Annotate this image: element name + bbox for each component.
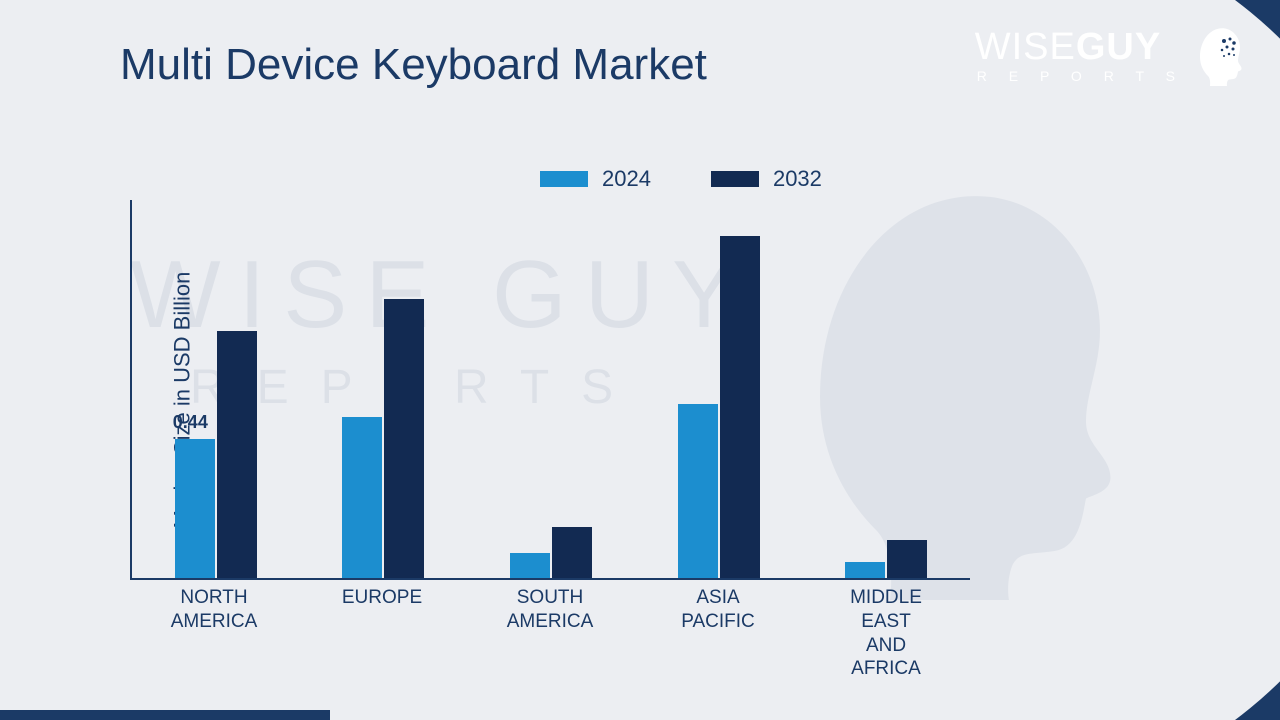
logo-head-icon: [1190, 26, 1250, 86]
legend-swatch-2024: [540, 171, 588, 187]
bar-2024: [845, 562, 885, 578]
legend: 2024 2032: [540, 166, 822, 192]
bar-group: 0.44: [175, 331, 257, 578]
chart-plot: 0.44: [130, 200, 970, 580]
bar-groups: 0.44: [132, 200, 970, 578]
bottom-strip: [0, 710, 330, 720]
legend-label-2024: 2024: [602, 166, 651, 192]
bar-group: [678, 236, 760, 578]
x-axis-label: EUROPE: [302, 586, 462, 681]
bar-2024: [510, 553, 550, 578]
bar-group: [510, 527, 592, 578]
bar-group: [342, 299, 424, 578]
x-axis-label: SOUTHAMERICA: [470, 586, 630, 681]
x-axis-labels: NORTHAMERICAEUROPESOUTHAMERICAASIAPACIFI…: [130, 586, 970, 681]
bar-group: [845, 540, 927, 578]
legend-item-2024: 2024: [540, 166, 651, 192]
brand-logo: WISEGUY R E P O R T S: [975, 26, 1250, 86]
logo-wise: WISE: [975, 26, 1076, 68]
x-axis-label: NORTHAMERICA: [134, 586, 294, 681]
bar-2032: [384, 299, 424, 578]
bar-2024: [342, 417, 382, 579]
x-axis-label: MIDDLEEASTANDAFRICA: [806, 586, 966, 681]
page-root: WISE GUY REPORTS WISEGUY R E P O R T S M…: [0, 0, 1280, 720]
x-axis-label: ASIAPACIFIC: [638, 586, 798, 681]
logo-guy: GUY: [1076, 26, 1161, 68]
bar-2024: [175, 439, 215, 578]
bar-2032: [887, 540, 927, 578]
bar-2032: [552, 527, 592, 578]
bar-2032: [217, 331, 257, 578]
legend-swatch-2032: [711, 171, 759, 187]
legend-item-2032: 2032: [711, 166, 822, 192]
legend-label-2032: 2032: [773, 166, 822, 192]
chart-title: Multi Device Keyboard Market: [120, 40, 707, 90]
bar-2032: [720, 236, 760, 578]
bar-2024: [678, 404, 718, 578]
bar-value-label: 0.44: [173, 412, 208, 433]
logo-sub: R E P O R T S: [977, 68, 1184, 84]
